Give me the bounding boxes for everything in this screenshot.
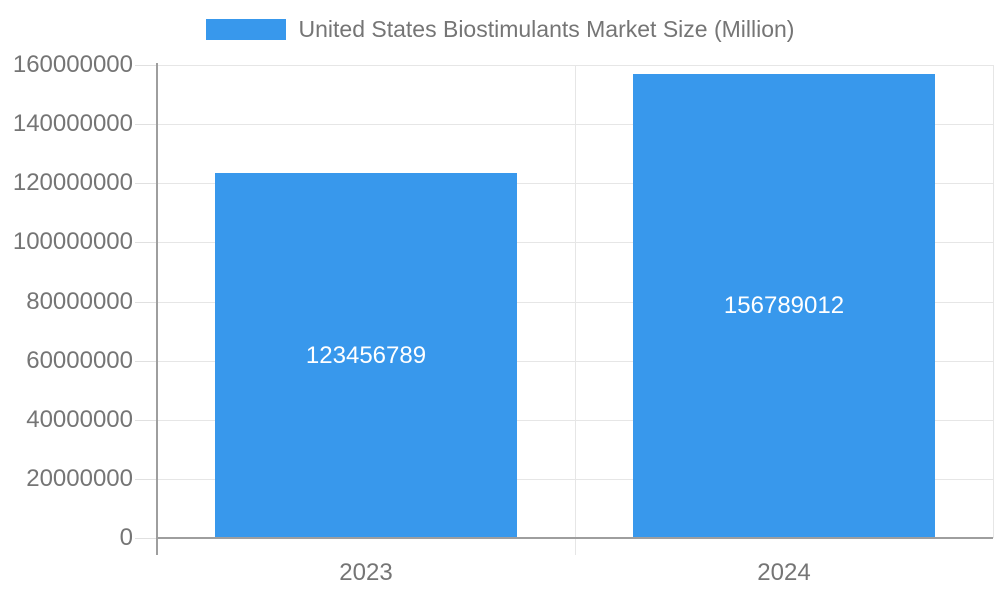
y-axis-line: [156, 63, 158, 555]
y-axis-tick: [135, 419, 157, 421]
bar[interactable]: [633, 74, 935, 538]
y-tick-label: 160000000: [12, 51, 133, 78]
y-axis-tick: [135, 183, 157, 185]
y-tick-label: 80000000: [26, 287, 133, 315]
category-divider-line: [575, 65, 576, 555]
plot-area: 123456789 156789012: [157, 65, 993, 538]
bar[interactable]: [215, 173, 517, 538]
y-tick-label: 60000000: [26, 346, 133, 374]
y-tick-label: 120000000: [12, 169, 133, 197]
y-tick-label: 100000000: [12, 228, 133, 256]
legend-swatch: [205, 19, 286, 40]
x-axis-line: [157, 537, 993, 539]
y-axis-tick: [135, 360, 157, 362]
y-tick-label: 0: [119, 524, 133, 551]
x-tick-label: 2023: [339, 559, 393, 586]
x-tick-label: 2024: [757, 559, 811, 586]
bar-value-label: 123456789: [305, 341, 427, 369]
y-tick-label: 140000000: [12, 110, 133, 138]
plot-right-border: [993, 65, 994, 538]
y-tick-label: 40000000: [26, 405, 133, 433]
y-axis-tick: [135, 301, 157, 303]
y-tick-label: 20000000: [26, 464, 133, 492]
bar-value-label: 156789012: [723, 292, 845, 320]
y-axis-tick: [135, 65, 157, 66]
y-axis-tick: [135, 538, 157, 539]
y-axis-tick: [135, 242, 157, 244]
legend[interactable]: United States Biostimulants Market Size …: [0, 16, 1000, 43]
y-axis-tick: [135, 124, 157, 126]
y-axis-tick: [135, 478, 157, 480]
legend-label: United States Biostimulants Market Size …: [298, 16, 795, 42]
